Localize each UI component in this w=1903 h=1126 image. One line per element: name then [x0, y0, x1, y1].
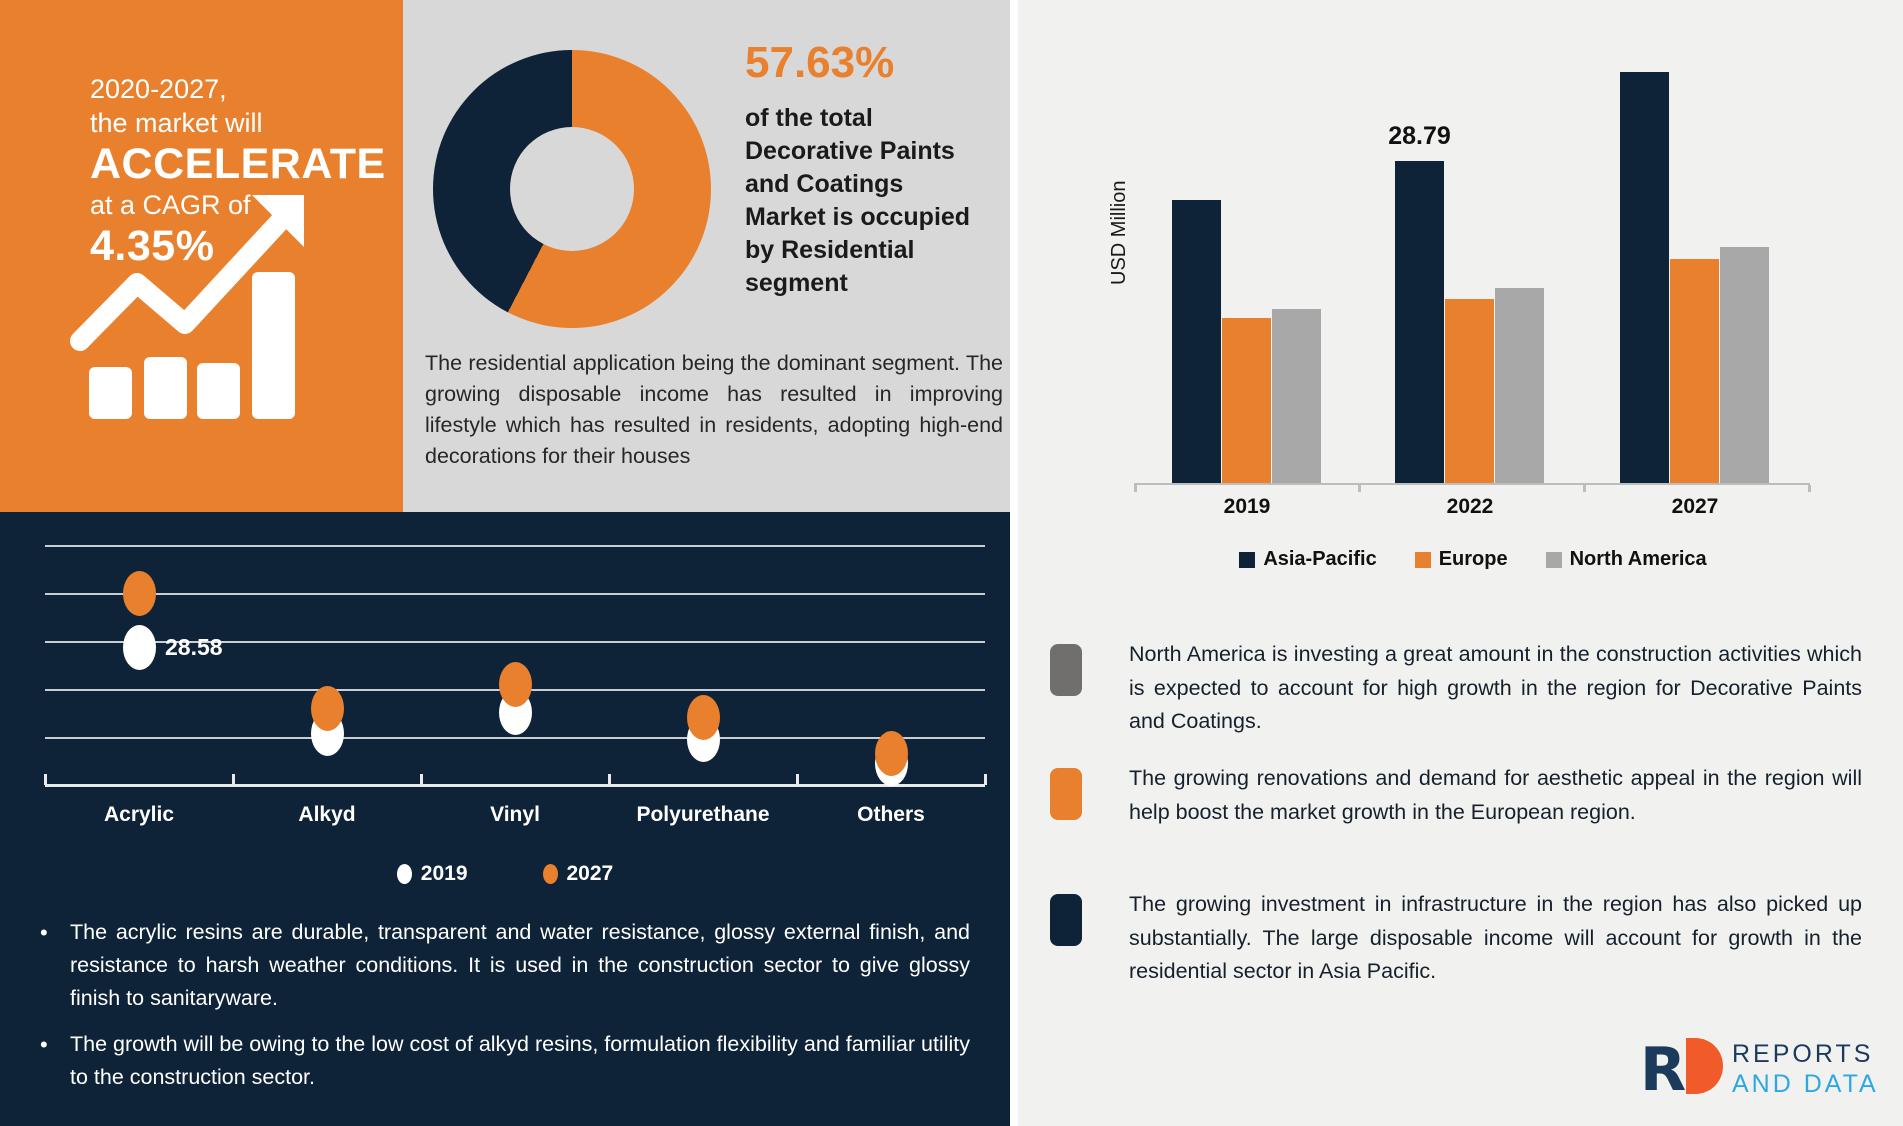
legend-label: 2027 — [566, 862, 614, 885]
region-bullet-text: The growing investment in infrastructure… — [1129, 892, 1862, 983]
resin-bullet: • The acrylic resins are durable, transpa… — [40, 916, 970, 1015]
dot-2019-acrylic — [122, 625, 156, 671]
legend-dot — [396, 864, 412, 884]
resin-dot-plot: 28.58 Acrylic Alkyd Vinyl Polyurethane Others — [44, 521, 987, 841]
dot-category-label: Acrylic — [103, 803, 175, 826]
logo-and-data-text: AND DATA — [1732, 1070, 1879, 1098]
legend-label: Europe — [1438, 548, 1508, 570]
dot-plot-gridline — [45, 593, 985, 595]
dot-category-label: Alkyd — [298, 803, 356, 826]
region-bullet-marker — [1050, 644, 1082, 696]
bar-axis-tick — [1583, 485, 1586, 492]
bar-europe-2019 — [1222, 318, 1271, 483]
bar-asia-pacific-2027 — [1620, 71, 1669, 483]
bar-axis-tick — [1808, 485, 1811, 492]
dot-plot-axis-tick — [420, 774, 423, 785]
legend-dot — [542, 864, 558, 884]
dot-plot-axis-tick — [984, 774, 987, 785]
bar-axis-tick — [1134, 485, 1137, 492]
cagr-line2: the market will — [90, 108, 263, 138]
residential-percent: 57.63% — [745, 38, 895, 87]
reports-and-data-logo: R REPORTS AND DATA — [1640, 1035, 1879, 1100]
dot-legend-item: 2027 — [542, 862, 614, 886]
cagr-value: 4.35% — [90, 222, 215, 270]
dot-2027-polyurethane — [686, 695, 720, 741]
dot-plot-gridline — [45, 545, 985, 547]
bar-europe-2027 — [1670, 259, 1719, 483]
legend-label: North America — [1569, 548, 1707, 570]
dot-plot-axis-tick — [232, 774, 235, 785]
bullet-dot: • — [40, 920, 48, 945]
region-bullet-text: North America is investing a great amoun… — [1129, 642, 1862, 733]
bar-category-label: 2019 — [1223, 495, 1271, 518]
bar-legend-item: Europe — [1414, 548, 1508, 571]
bar-chart-baseline — [1134, 482, 1810, 485]
cagr-emphasis: ACCELERATE — [90, 140, 386, 188]
resin-type-card — [0, 512, 1010, 1126]
dot-plot-axis-tick — [608, 774, 611, 785]
legend-swatch — [1545, 551, 1562, 568]
dot-plot-axis-tick — [796, 774, 799, 785]
bar-chart-legend: Asia-Pacific Europe North America — [1128, 548, 1818, 571]
dot-legend-item: 2019 — [396, 862, 468, 886]
regional-bar-chart: 28.79 2019 2022 2027 — [1128, 58, 1818, 518]
residential-headline: of the total Decorative Paints and Coati… — [745, 104, 971, 297]
bar-category-label: 2027 — [1671, 495, 1719, 518]
dot-2027-alkyd — [310, 685, 344, 731]
logo-d-mark — [1686, 1038, 1723, 1094]
logo-reports-text: REPORTS — [1732, 1040, 1873, 1068]
bar-asia-pacific-2022 — [1395, 160, 1444, 483]
bar-data-label: 28.79 — [1388, 121, 1451, 150]
bar-legend-item: Asia-Pacific — [1239, 548, 1377, 571]
legend-label: Asia-Pacific — [1263, 548, 1377, 570]
dot-2027-others — [874, 731, 908, 777]
region-bullet-text: The growing renovations and demand for a… — [1129, 766, 1862, 824]
cagr-line4: at a CAGR of — [90, 190, 251, 220]
resin-bullet-list: • The acrylic resins are durable, transpa… — [40, 916, 970, 1107]
bar-category-label: 2022 — [1446, 495, 1494, 518]
dot-category-label: Vinyl — [490, 803, 540, 826]
resin-bullet-text: The growth will be owing to the low cost… — [70, 1032, 970, 1089]
legend-swatch — [1414, 551, 1431, 568]
dot-plot-gridline — [45, 737, 985, 739]
dot-category-label: Polyurethane — [636, 803, 770, 826]
cagr-period: 2020-2027, — [90, 74, 227, 104]
residential-donut-chart — [433, 50, 711, 328]
region-bullet: North America is investing a great amoun… — [1050, 638, 1862, 739]
dot-plot-gridline — [45, 641, 985, 643]
logo-r-mark: R — [1640, 1035, 1686, 1100]
dot-data-label: 28.58 — [165, 633, 223, 660]
region-bullet: The growing renovations and demand for a… — [1050, 762, 1862, 829]
growth-chart-icon — [70, 195, 304, 419]
bullet-dot: • — [40, 1032, 48, 1057]
region-bullet-marker — [1050, 894, 1082, 946]
dot-plot-axis — [45, 784, 985, 787]
bar-north-america-2022 — [1495, 288, 1544, 483]
legend-label: 2019 — [420, 862, 468, 885]
legend-swatch — [1239, 551, 1256, 568]
dot-category-label: Others — [857, 803, 925, 826]
regional-panel — [1018, 0, 1903, 1126]
dot-plot-legend: 2019 2027 — [0, 862, 1010, 886]
bar-axis-tick — [1358, 485, 1361, 492]
bar-europe-2022 — [1445, 299, 1494, 483]
dot-2027-acrylic — [122, 570, 156, 616]
region-bullet-marker — [1050, 768, 1082, 820]
region-bullet: The growing investment in infrastructure… — [1050, 888, 1862, 989]
resin-bullet-text: The acrylic resins are durable, transpar… — [70, 920, 970, 1010]
bar-legend-item: North America — [1545, 548, 1707, 571]
cagr-card-text: 2020-2027, the market will ACCELERATE at… — [90, 72, 386, 270]
dot-plot-axis-tick — [44, 774, 47, 785]
dot-2027-vinyl — [498, 661, 532, 707]
resin-bullet: • The growth will be owing to the low cos… — [40, 1028, 970, 1094]
bar-asia-pacific-2019 — [1172, 199, 1221, 483]
cagr-card: 2020-2027, the market will ACCELERATE at… — [0, 0, 403, 512]
residential-body-text: The residential application being the do… — [425, 351, 1003, 468]
bar-north-america-2019 — [1272, 309, 1321, 483]
bar-north-america-2027 — [1720, 246, 1769, 483]
